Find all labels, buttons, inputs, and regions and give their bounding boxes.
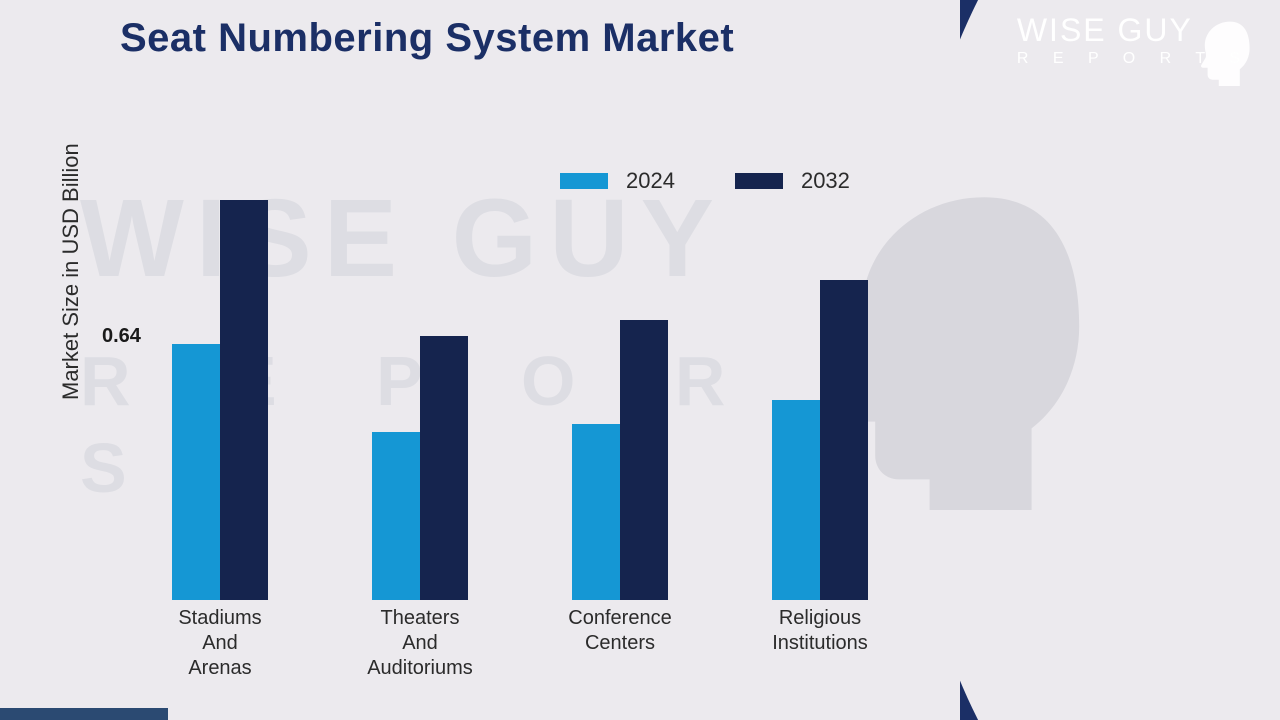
- bar-group: StadiumsAndArenas0.64: [150, 200, 290, 600]
- x-axis-label: ReligiousInstitutions: [730, 600, 910, 656]
- y-axis-label: Market Size in USD Billion: [58, 143, 84, 400]
- bar-group: TheatersAndAuditoriums: [350, 336, 490, 600]
- plot-area: StadiumsAndArenas0.64 TheatersAndAuditori…: [110, 200, 930, 600]
- bar-2032: [220, 200, 268, 600]
- bar-2032: [620, 320, 668, 600]
- bar-group: ReligiousInstitutions: [750, 280, 890, 600]
- legend-item-2024: 2024: [560, 168, 675, 194]
- bar-value-label: 0.64: [102, 325, 141, 348]
- x-axis-label: StadiumsAndArenas: [130, 600, 310, 681]
- bar-2024: [772, 400, 820, 600]
- bar-2024: [372, 432, 420, 600]
- bar-group: ConferenceCenters: [550, 320, 690, 600]
- x-axis-label: ConferenceCenters: [530, 600, 710, 656]
- legend-swatch-2024: [560, 173, 608, 189]
- bar-2032: [420, 336, 468, 600]
- bar-2024: [172, 344, 220, 600]
- bar-2032: [820, 280, 868, 600]
- legend: 2024 2032: [560, 168, 850, 194]
- bar-2024: [572, 424, 620, 600]
- x-axis-label: TheatersAndAuditoriums: [330, 600, 510, 681]
- legend-item-2032: 2032: [735, 168, 850, 194]
- legend-label-2024: 2024: [626, 168, 675, 194]
- chart-canvas: WISE GUY R E P O R T S Seat Numbering Sy…: [0, 0, 1280, 720]
- brand-head-icon: [1188, 16, 1258, 86]
- legend-swatch-2032: [735, 173, 783, 189]
- legend-label-2032: 2032: [801, 168, 850, 194]
- chart-title: Seat Numbering System Market: [120, 16, 734, 61]
- bottom-accent-bar: [0, 708, 168, 720]
